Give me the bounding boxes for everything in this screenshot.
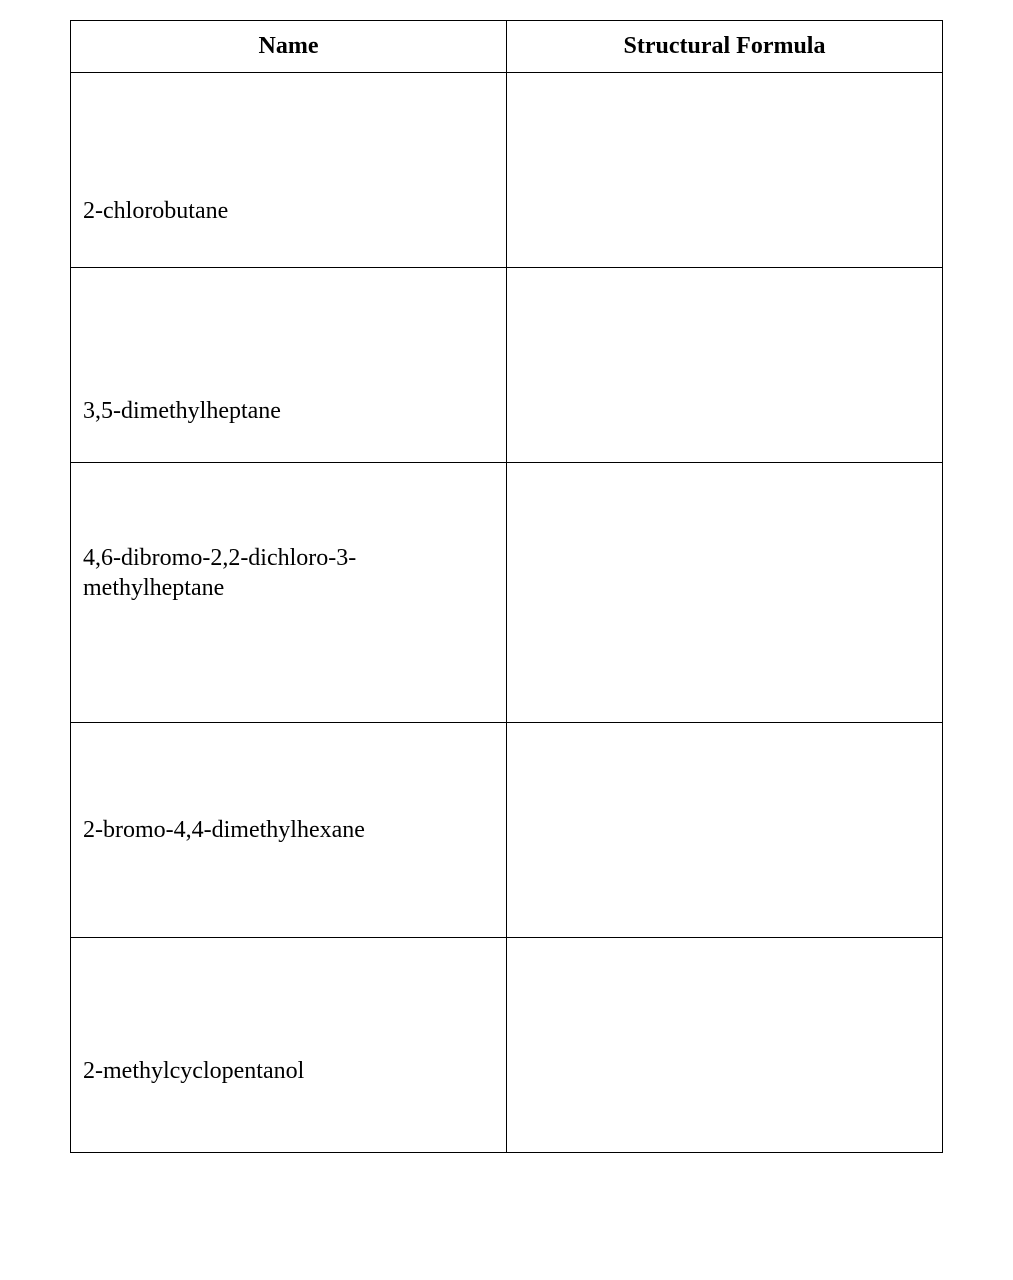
structural-formula-cell xyxy=(507,723,943,938)
compound-name-cell: 2-methylcyclopentanol xyxy=(71,938,507,1153)
compound-name-cell: 2-bromo-4,4-dimethylhexane xyxy=(71,723,507,938)
table-header-row: Name Structural Formula xyxy=(71,21,943,73)
column-header-formula: Structural Formula xyxy=(507,21,943,73)
table-row: 3,5-dimethylheptane xyxy=(71,268,943,463)
structural-formula-cell xyxy=(507,73,943,268)
table-row: 2-bromo-4,4-dimethylhexane xyxy=(71,723,943,938)
table-row: 2-methylcyclopentanol xyxy=(71,938,943,1153)
compound-name-cell: 4,6-dibromo-2,2-dichloro-3-methylheptane xyxy=(71,463,507,723)
structural-formula-cell xyxy=(507,268,943,463)
table-row: 2-chlorobutane xyxy=(71,73,943,268)
chemistry-table: Name Structural Formula 2-chlorobutane 3… xyxy=(70,20,943,1153)
structural-formula-cell xyxy=(507,463,943,723)
compound-name-cell: 2-chlorobutane xyxy=(71,73,507,268)
column-header-name: Name xyxy=(71,21,507,73)
structural-formula-cell xyxy=(507,938,943,1153)
table-row: 4,6-dibromo-2,2-dichloro-3-methylheptane xyxy=(71,463,943,723)
compound-name-cell: 3,5-dimethylheptane xyxy=(71,268,507,463)
